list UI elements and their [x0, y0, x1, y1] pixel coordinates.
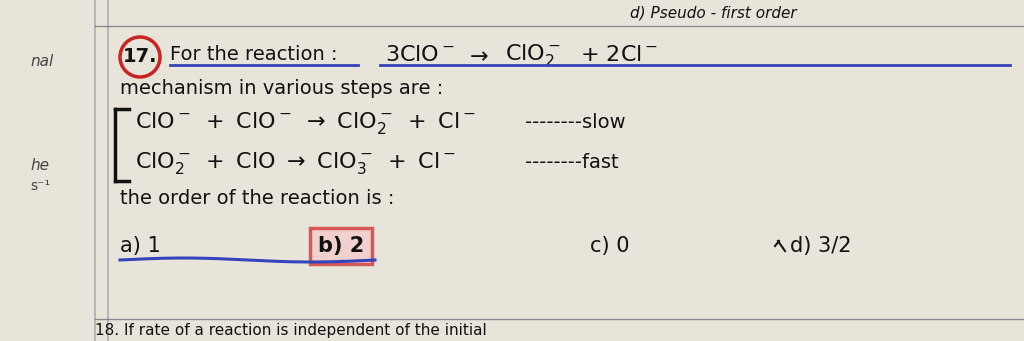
Text: $\mathregular{3ClO^-}$: $\mathregular{3ClO^-}$: [385, 45, 455, 65]
Text: For the reaction :: For the reaction :: [170, 45, 338, 64]
Bar: [310, 228, 372, 264]
Text: he: he: [30, 159, 49, 174]
Text: nal: nal: [30, 54, 53, 69]
Text: $\mathregular{\rightarrow}$: $\mathregular{\rightarrow}$: [465, 45, 488, 65]
Text: $\mathregular{ClO_2^-}$: $\mathregular{ClO_2^-}$: [505, 42, 561, 68]
Text: $\mathregular{ClO_2^-\ +\ ClO\ \rightarrow\ ClO_3^-\ +\ Cl^-}$: $\mathregular{ClO_2^-\ +\ ClO\ \rightarr…: [135, 150, 456, 176]
Text: d) Pseudo - first order: d) Pseudo - first order: [630, 5, 797, 20]
Text: c) 0: c) 0: [590, 236, 630, 256]
Text: --------slow: --------slow: [525, 114, 626, 133]
Text: $\mathregular{+\ 2Cl^-}$: $\mathregular{+\ 2Cl^-}$: [580, 45, 658, 65]
Text: 18. If rate of a reaction is independent of the initial: 18. If rate of a reaction is independent…: [95, 323, 486, 338]
Text: --------fast: --------fast: [525, 153, 618, 173]
Text: d) 3/2: d) 3/2: [790, 236, 852, 256]
Text: a) 1: a) 1: [120, 236, 161, 256]
Text: $\mathregular{ClO^-\ +\ ClO^-\ \rightarrow\ ClO_2^-\ +\ Cl^-}$: $\mathregular{ClO^-\ +\ ClO^-\ \rightarr…: [135, 110, 476, 136]
Text: mechanism in various steps are :: mechanism in various steps are :: [120, 79, 443, 99]
Text: s⁻¹: s⁻¹: [30, 179, 50, 193]
Text: 17.: 17.: [123, 47, 158, 66]
Text: the order of the reaction is :: the order of the reaction is :: [120, 190, 394, 208]
Text: b) 2: b) 2: [317, 236, 365, 256]
